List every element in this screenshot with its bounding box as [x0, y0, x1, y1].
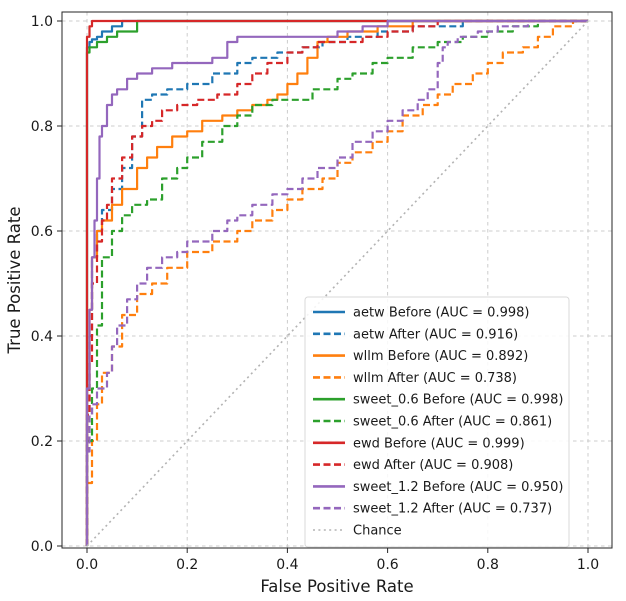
- roc-curve-chance: [86, 20, 589, 547]
- y-tick-label: 0.4: [31, 329, 53, 345]
- x-tick-label: 0.6: [376, 557, 398, 573]
- legend-label: sweet_1.2 Before (AUC = 0.950): [353, 480, 563, 495]
- legend-label: sweet_0.6 Before (AUC = 0.998): [353, 393, 563, 408]
- legend-label: sweet_0.6 After (AUC = 0.861): [353, 415, 552, 430]
- y-tick-label: 0.8: [31, 119, 53, 135]
- legend-item-sweet12-before: sweet_1.2 Before (AUC = 0.950): [313, 480, 563, 495]
- roc-curve-ewd-after: [85, 19, 588, 546]
- roc-curve-ewd-before: [85, 19, 588, 546]
- ticks-layer: 0.0 0.2 0.4 0.6 0.8 1.0 0.0 0.2 0.4 0.6 0.8 1.0: [31, 14, 599, 573]
- x-tick-label: 0.4: [276, 557, 298, 573]
- y-axis-label: True Positive Rate: [5, 207, 24, 355]
- legend-item-sweet06-after: sweet_0.6 After (AUC = 0.861): [313, 415, 552, 430]
- legend-item-ewd-before: ewd Before (AUC = 0.999): [313, 436, 525, 451]
- legend-group: aetw Before (AUC = 0.998) aetw After (AUC…: [304, 296, 570, 548]
- legend-label: wllm Before (AUC = 0.892): [353, 349, 528, 364]
- legend-label: ewd Before (AUC = 0.999): [353, 436, 525, 451]
- y-tick-label: 1.0: [31, 14, 53, 30]
- legend-item-chance: Chance: [313, 524, 402, 539]
- legend-item-aetw-before: aetw Before (AUC = 0.998): [313, 306, 529, 321]
- plot-frame: [61, 11, 613, 549]
- x-tick-label: 0.0: [76, 557, 98, 573]
- legend-label: ewd After (AUC = 0.908): [353, 458, 513, 473]
- legend-label: sweet_1.2 After (AUC = 0.737): [353, 502, 552, 517]
- x-tick-label: 0.2: [176, 557, 198, 573]
- legend-label: Chance: [353, 524, 402, 539]
- y-tick-label: 0.2: [31, 434, 53, 450]
- x-axis-label: False Positive Rate: [260, 577, 413, 596]
- legend-item-aetw-after: aetw After (AUC = 0.916): [313, 327, 518, 342]
- legend-item-wllm-before: wllm Before (AUC = 0.892): [313, 349, 528, 364]
- y-tick-label: 0.6: [31, 224, 53, 240]
- x-tick-label: 0.8: [477, 557, 499, 573]
- y-tick-label: 0.0: [31, 539, 53, 555]
- legend-item-wllm-after: wllm After (AUC = 0.738): [313, 371, 517, 386]
- legend-label: aetw Before (AUC = 0.998): [353, 306, 529, 321]
- legend-item-ewd-after: ewd After (AUC = 0.908): [313, 458, 513, 473]
- roc-curve-sweet12-before: [85, 19, 588, 546]
- legend-item-sweet12-after: sweet_1.2 After (AUC = 0.737): [313, 502, 552, 517]
- roc-curve-sweet12-after: [85, 19, 588, 546]
- legend-item-sweet06-before: sweet_0.6 Before (AUC = 0.998): [313, 393, 563, 408]
- x-tick-label: 1.0: [577, 557, 599, 573]
- curves-layer: [85, 19, 589, 547]
- legend-label: wllm After (AUC = 0.738): [353, 371, 517, 386]
- legend: aetw Before (AUC = 0.998) aetw After (AUC…: [304, 296, 570, 548]
- legend-box: [304, 296, 570, 548]
- legend-label: aetw After (AUC = 0.916): [353, 327, 518, 342]
